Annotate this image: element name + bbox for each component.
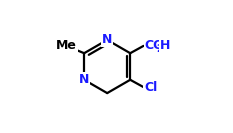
Text: N: N <box>102 33 112 46</box>
Text: 2: 2 <box>156 44 163 54</box>
Text: H: H <box>159 39 170 52</box>
Text: Cl: Cl <box>144 81 158 94</box>
Text: CO: CO <box>144 39 164 52</box>
Text: Me: Me <box>56 39 77 52</box>
Text: N: N <box>79 73 89 86</box>
